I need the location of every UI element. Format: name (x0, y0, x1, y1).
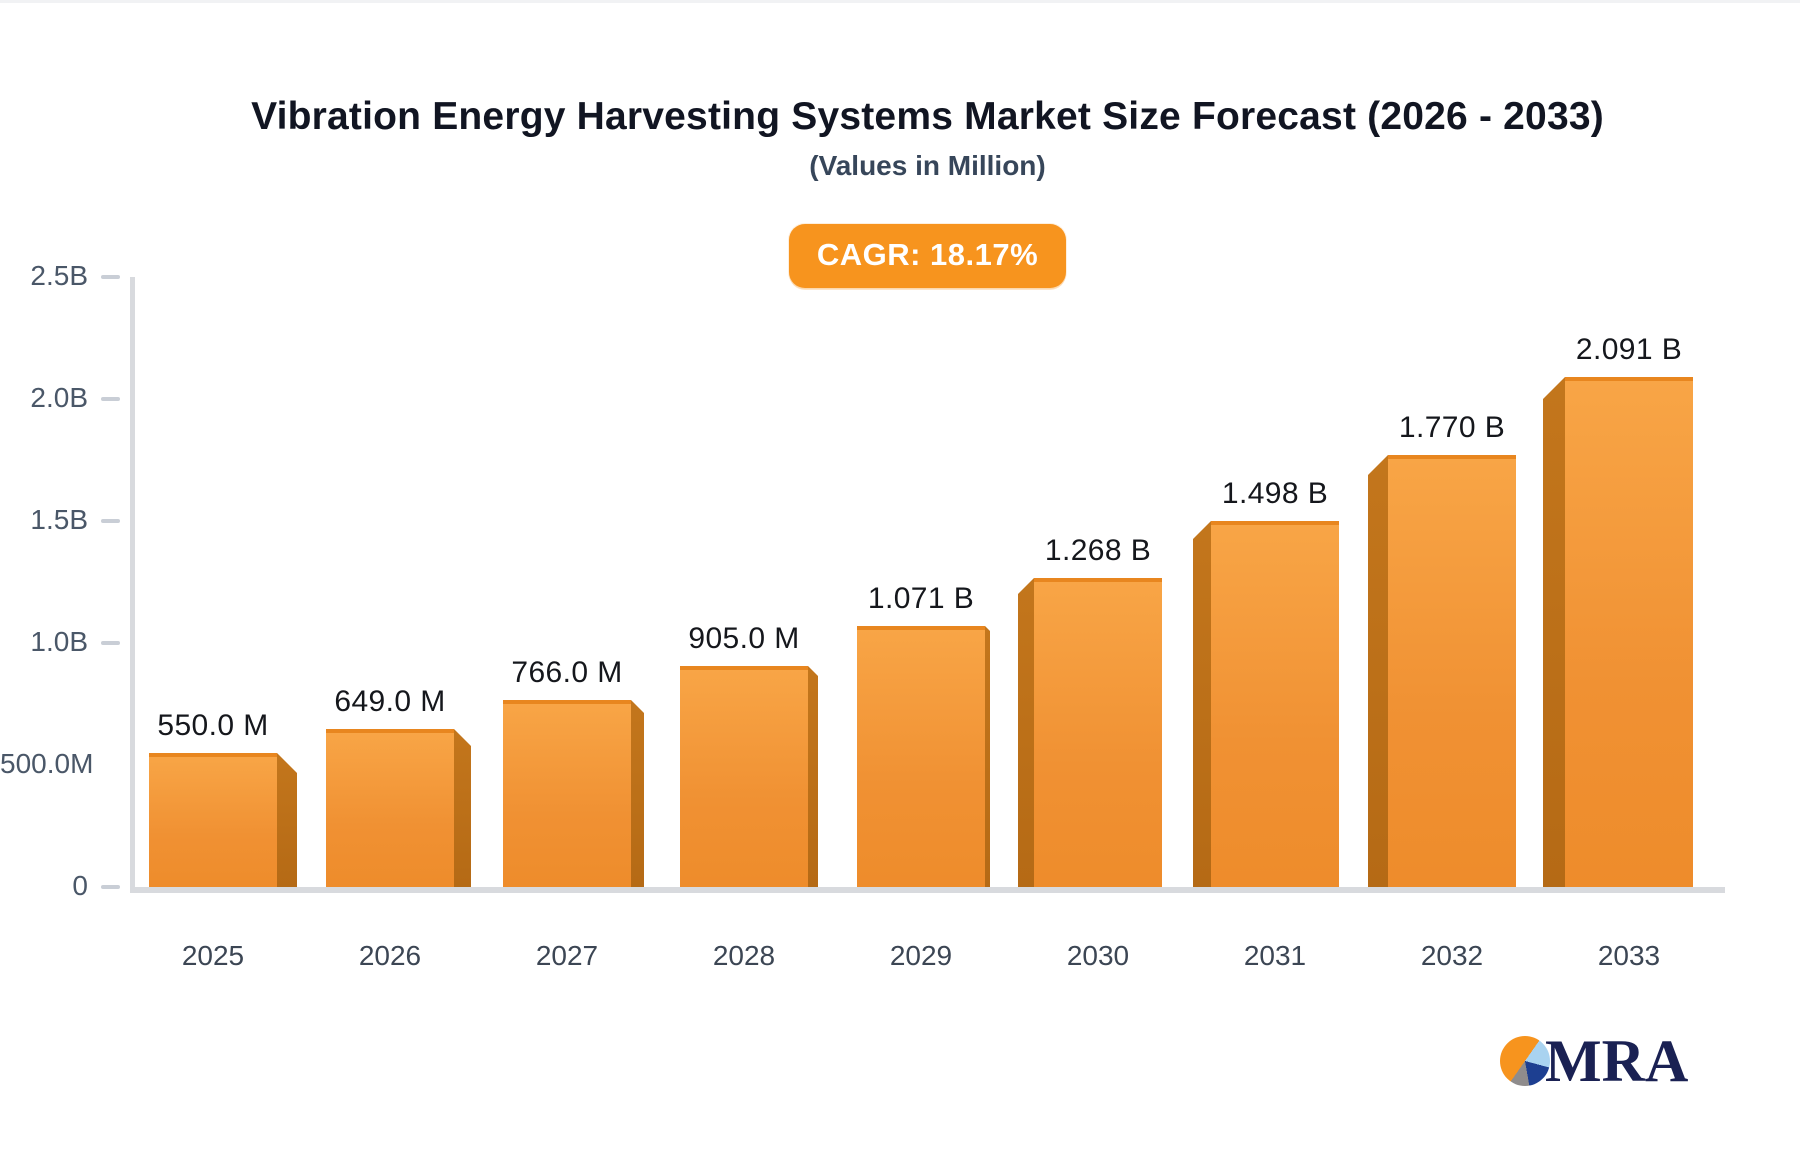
chart-subtitle: (Values in Million) (809, 150, 1046, 181)
y-axis-ticks: 2.5B 2.0B 1.5B 1.0B 500.0M 0 (0, 0, 130, 1156)
x-axis-label-2031: 2031 (1243, 940, 1307, 971)
y-tick-label: 1.5B (30, 504, 88, 535)
y-tick-dash (101, 519, 120, 523)
bar-value-label-2032: 1.770 B (1398, 411, 1506, 444)
y-tick-dash (101, 885, 120, 889)
y-tick-label: 2.5B (30, 260, 88, 291)
bar-side-2031 (1193, 521, 1211, 887)
bar-2030[interactable] (1034, 578, 1162, 887)
y-tick-dash (101, 397, 120, 401)
y-axis-line (130, 277, 135, 893)
bar-2025[interactable] (149, 753, 277, 887)
x-axis-label-2028: 2028 (712, 940, 776, 971)
bar-2026[interactable] (326, 729, 454, 887)
bar-value-label-2025: 550.0 M (157, 709, 269, 742)
y-tick-dash (101, 641, 120, 645)
y-tick-label: 500.0M (0, 748, 94, 779)
cagr-badge[interactable]: CAGR: 18.17% (788, 224, 1067, 288)
brand-logo: MRA (1500, 1028, 1689, 1094)
x-axis-label-2032: 2032 (1420, 940, 1484, 971)
x-axis-label-2025: 2025 (181, 940, 245, 971)
bar-side-2027 (631, 700, 644, 887)
y-tick-label: 2.0B (30, 382, 88, 413)
bar-value-label-2033: 2.091 B (1575, 333, 1683, 366)
brand-logo-text: MRA (1545, 1028, 1689, 1094)
x-axis-label-2030: 2030 (1066, 940, 1130, 971)
bar-2027[interactable] (503, 700, 631, 887)
bar-side-2025 (277, 753, 297, 887)
bar-value-label-2026: 649.0 M (334, 685, 446, 718)
y-tick-dash (101, 275, 120, 279)
bar-2032[interactable] (1388, 455, 1516, 887)
bar-side-2032 (1368, 455, 1388, 887)
bar-value-label-2027: 766.0 M (511, 656, 623, 689)
bar-side-2026 (454, 729, 471, 887)
x-axis-baseline (130, 887, 1725, 893)
bar-side-2028 (808, 666, 818, 887)
bar-side-2033 (1543, 377, 1565, 887)
y-tick-label: 0 (72, 870, 88, 901)
x-axis-label-2026: 2026 (358, 940, 422, 971)
x-axis-label-2033: 2033 (1597, 940, 1661, 971)
bar-2033[interactable] (1565, 377, 1693, 887)
bar-value-label-2029: 1.071 B (867, 582, 975, 615)
top-border (0, 0, 1800, 3)
y-tick-label: 1.0B (30, 626, 88, 657)
chart-title: Vibration Energy Harvesting Systems Mark… (251, 95, 1604, 138)
bar-value-label-2031: 1.498 B (1221, 477, 1329, 510)
cagr-badge-band: CAGR: 18.17% (130, 224, 1725, 288)
bar-value-label-2028: 905.0 M (688, 622, 800, 655)
bar-side-2029 (985, 626, 990, 887)
bar-value-label-2030: 1.268 B (1044, 534, 1152, 567)
plot-area: 550.0 M 2025 649.0 M 2026 766.0 M 2027 905.0 M… (130, 277, 1725, 971)
bar-2031[interactable] (1211, 521, 1339, 887)
x-axis-label-2027: 2027 (535, 940, 599, 971)
pie-chart-logo-icon (1500, 1036, 1550, 1086)
bar-2029[interactable] (857, 626, 985, 887)
bar-side-2030 (1018, 578, 1034, 887)
bar-2028[interactable] (680, 666, 808, 887)
x-axis-label-2029: 2029 (889, 940, 953, 971)
